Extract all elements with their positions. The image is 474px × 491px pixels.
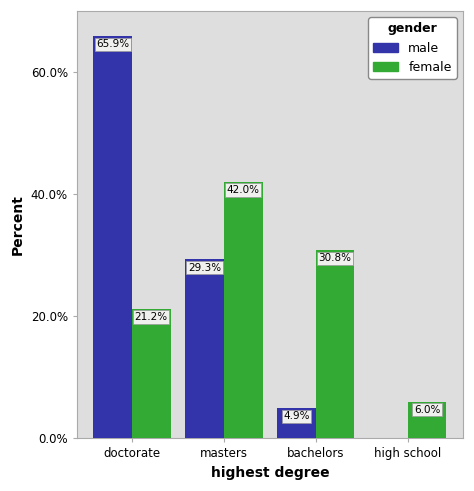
Bar (185, 260, 224, 438)
Legend: male, female: male, female (368, 17, 456, 79)
Text: 65.9%: 65.9% (96, 39, 129, 49)
Text: 21.2%: 21.2% (135, 312, 168, 322)
Bar (224, 182, 263, 438)
Text: 42.0%: 42.0% (227, 185, 260, 195)
Text: 30.8%: 30.8% (319, 253, 352, 263)
Bar (132, 309, 171, 438)
Bar (408, 402, 447, 438)
Text: 4.9%: 4.9% (283, 411, 310, 421)
X-axis label: highest degree: highest degree (210, 466, 329, 480)
Bar (93, 36, 132, 438)
Text: 6.0%: 6.0% (414, 405, 440, 415)
Bar (316, 250, 355, 438)
Y-axis label: Percent: Percent (11, 194, 25, 255)
Text: 29.3%: 29.3% (188, 263, 221, 273)
Bar (277, 409, 316, 438)
